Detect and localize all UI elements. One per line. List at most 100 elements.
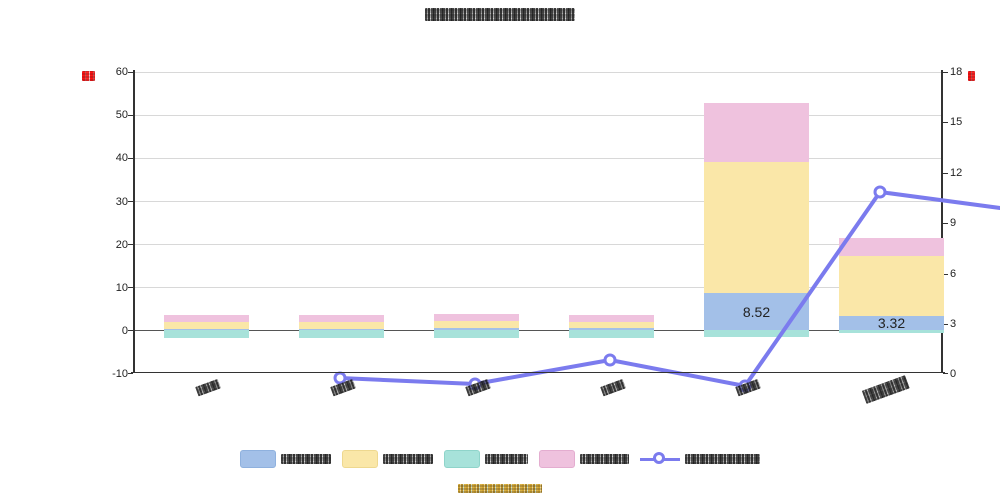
gridline <box>135 72 941 73</box>
legend-swatch-icon <box>342 450 379 468</box>
y-right-tick-18: 18 <box>950 66 963 78</box>
chart-legend: ■■:■■■■■ ■■:■■■■■ ■■:■■■■ ■■:■■■■■ (■■)■… <box>0 450 1000 468</box>
bar-segment-teal[interactable] <box>299 330 384 338</box>
x-tick-text: 2020 <box>195 378 222 398</box>
gridline <box>135 201 941 202</box>
left-axis-unit-text: ■■ <box>82 70 96 82</box>
bar-value-label: 3.32 <box>877 315 906 331</box>
tickmark-left <box>128 201 133 202</box>
bar-segment-teal[interactable] <box>569 330 654 338</box>
line-series-overlay <box>333 185 1000 393</box>
bar-segment-pink[interactable] <box>299 315 384 322</box>
y-right-tick-15: 15 <box>950 116 963 128</box>
legend-label: ■■:■■■■ <box>484 453 528 465</box>
legend-label: ■■:■■■■■ <box>383 453 433 465</box>
x-tick-label-2020: 2020 <box>177 371 239 404</box>
tickmark-left <box>128 373 133 374</box>
zero-line <box>135 330 941 331</box>
bar-group-2024[interactable]: 8.52 <box>704 70 809 373</box>
right-axis-unit: ■ <box>968 70 975 82</box>
bar-segment-pink[interactable] <box>569 315 654 322</box>
tickmark-right <box>943 223 948 224</box>
y-right-tick-9: 9 <box>950 217 957 229</box>
bar-group-2025[interactable]: 3.32 <box>839 70 944 373</box>
bar-segment-blue[interactable] <box>299 329 384 330</box>
bar-segment-pink[interactable] <box>839 238 944 256</box>
watermark: ■■■■■■■■■■■■■■ <box>0 483 1000 494</box>
y-left-tick-60: 60 <box>115 66 128 78</box>
bar-segment-teal[interactable] <box>164 330 249 338</box>
line-marker-2022[interactable] <box>603 353 617 367</box>
legend-item-yellow[interactable]: ■■:■■■■■ <box>342 450 433 468</box>
legend-item-line[interactable]: (■■)■■■■■■(■) <box>640 451 761 467</box>
y-left-tick-neg10: -10 <box>112 368 128 380</box>
bar-group-2022[interactable] <box>434 70 519 373</box>
bar-group-2023[interactable] <box>569 70 654 373</box>
legend-label: (■■)■■■■■■(■) <box>685 453 761 465</box>
gridline <box>135 158 941 159</box>
tickmark-right <box>943 324 948 325</box>
bar-segment-pink[interactable] <box>164 315 249 322</box>
tickmark-left <box>128 287 133 288</box>
tickmark-left <box>128 72 133 73</box>
y-right-tick-3: 3 <box>950 318 957 330</box>
bar-segment-teal[interactable] <box>434 330 519 338</box>
bar-segment-pink[interactable] <box>434 314 519 321</box>
bar-segment-blue[interactable] <box>434 328 519 330</box>
legend-label: ■■:■■■■■ <box>281 453 331 465</box>
gridline <box>135 244 941 245</box>
right-axis-unit-text: ■ <box>968 70 975 82</box>
left-axis-unit: ■■ <box>82 70 96 82</box>
chart-title-text: ■■■■■■■■■■■■■■■■■■ <box>424 7 576 22</box>
bar-segment-yellow[interactable] <box>569 322 654 328</box>
legend-swatch-icon <box>240 450 277 468</box>
bar-segment-blue[interactable]: 8.52 <box>704 293 809 330</box>
legend-item-pink[interactable]: ■■:■■■■■ <box>538 450 630 468</box>
chart-title: ■■■■■■■■■■■■■■■■■■ <box>0 6 1000 22</box>
y-left-tick-0: 0 <box>121 325 128 337</box>
y-left-tick-50: 50 <box>115 109 128 121</box>
bar-segment-blue[interactable]: 3.32 <box>839 315 944 331</box>
bar-group-2021[interactable] <box>299 70 384 373</box>
line-marker-2024[interactable] <box>873 185 887 199</box>
bar-value-label: 8.52 <box>742 303 771 320</box>
bar-segment-yellow[interactable] <box>704 162 809 293</box>
tickmark-left <box>128 115 133 116</box>
legend-label: ■■:■■■■■ <box>579 453 630 465</box>
bar-segment-yellow[interactable] <box>434 321 519 328</box>
bar-segment-teal[interactable] <box>704 330 809 337</box>
y-right-tick-12: 12 <box>950 167 963 179</box>
legend-line-marker-icon <box>640 451 681 467</box>
gridline <box>135 115 941 116</box>
plot-area: 8.52 3.32 <box>133 70 1000 393</box>
bar-segment-pink[interactable] <box>704 103 809 162</box>
tickmark-left <box>128 330 133 331</box>
tickmark-right <box>943 173 948 174</box>
legend-swatch-icon <box>443 450 480 468</box>
legend-swatch-icon <box>538 450 575 468</box>
tickmark-left <box>128 244 133 245</box>
legend-item-teal[interactable]: ■■:■■■■ <box>443 450 528 468</box>
bar-segment-yellow[interactable] <box>299 322 384 329</box>
y-left-tick-30: 30 <box>115 196 128 208</box>
tickmark-right <box>943 373 948 374</box>
y-left-tick-20: 20 <box>115 239 128 251</box>
tickmark-right <box>943 72 948 73</box>
y-right-tick-6: 6 <box>950 268 957 280</box>
gridline <box>135 287 941 288</box>
bar-group-2020[interactable] <box>164 70 249 373</box>
tickmark-left <box>128 158 133 159</box>
legend-item-blue[interactable]: ■■:■■■■■ <box>240 450 331 468</box>
bar-segment-blue[interactable] <box>569 328 654 330</box>
bar-segment-yellow[interactable] <box>164 322 249 329</box>
bar-segment-blue[interactable] <box>164 329 249 330</box>
watermark-text: ■■■■■■■■■■■■■■ <box>457 483 543 494</box>
bar-segment-teal[interactable] <box>839 330 944 333</box>
x-axis-line <box>131 372 945 373</box>
tickmark-right <box>943 274 948 275</box>
y-right-tick-0: 0 <box>950 368 957 380</box>
y-left-tick-40: 40 <box>115 152 128 164</box>
bar-segment-yellow[interactable] <box>839 256 944 316</box>
y-left-tick-10: 10 <box>115 282 128 294</box>
